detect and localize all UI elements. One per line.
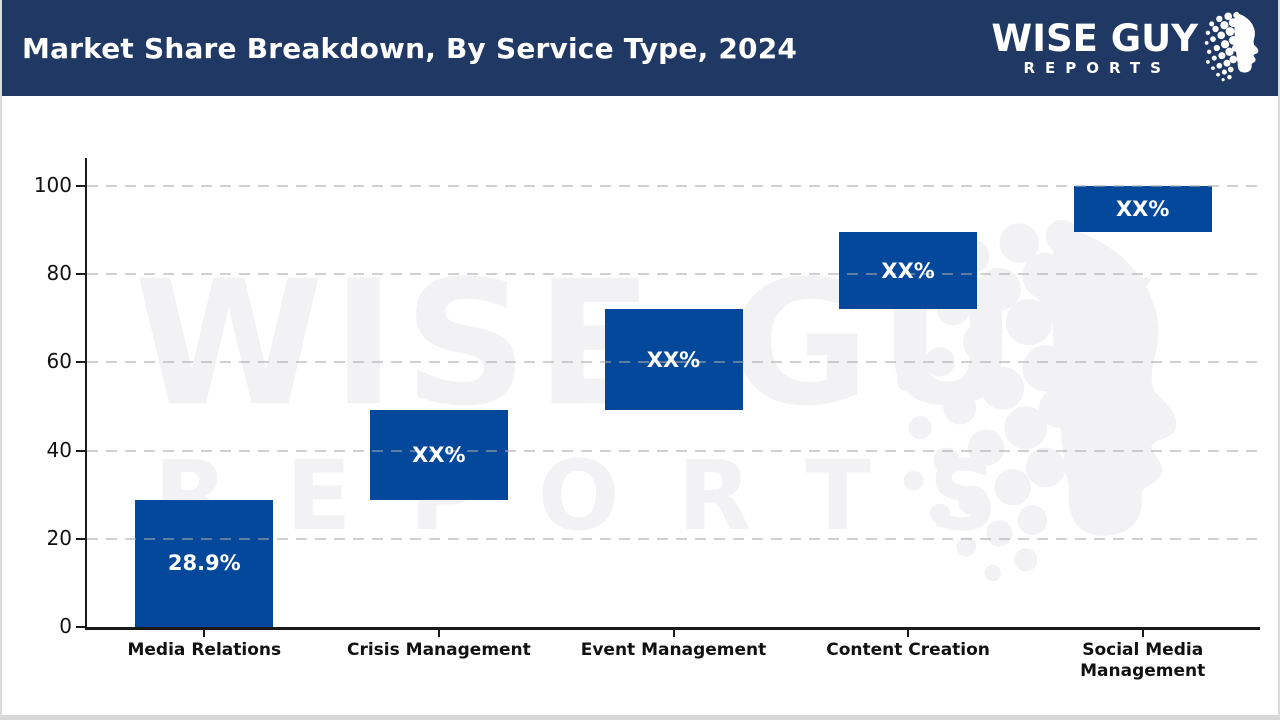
y-tick-label-60: 60	[46, 349, 72, 374]
y-axis-line	[85, 158, 87, 630]
y-tick-label-80: 80	[46, 261, 72, 286]
x-tick-mark-content-creation	[907, 630, 910, 637]
logo-text-wise-guy: WISE GUY	[991, 17, 1198, 60]
logo-head-profile-icon	[1204, 11, 1259, 82]
page-title: Market Share Breakdown, By Service Type,…	[22, 31, 798, 65]
x-tick-mark-event-management	[672, 630, 675, 637]
header-bar: Market Share Breakdown, By Service Type,…	[2, 0, 1278, 96]
x-tick-mark-crisis-management	[437, 630, 440, 637]
category-label-social-media-management: Social Media Management	[1080, 640, 1206, 682]
bar-media-relations	[135, 499, 274, 627]
gridline-80	[87, 273, 1260, 276]
y-tick-mark-80	[76, 273, 85, 276]
bar-value-label-social-media-management: XX%	[1115, 197, 1170, 222]
gridline-60	[87, 361, 1260, 364]
y-tick-label-100: 100	[33, 173, 72, 197]
x-axis-line	[85, 627, 1260, 630]
x-tick-mark-social-media-management	[1141, 630, 1144, 637]
gridline-40	[87, 449, 1260, 452]
watermark-text-reports: REPORTS	[154, 440, 1056, 552]
category-label-content-creation: Content Creation	[826, 640, 990, 660]
y-tick-label-40: 40	[46, 437, 72, 462]
logo-wordmark: WISE GUY REPORTS	[991, 20, 1198, 76]
bar-value-label-event-management: XX%	[646, 347, 701, 372]
y-tick-label-0: 0	[59, 614, 72, 638]
y-tick-mark-100	[76, 185, 85, 187]
y-tick-label-20: 20	[46, 525, 72, 550]
logo-text-reports: REPORTS	[1023, 59, 1171, 77]
bar-value-label-content-creation: XX%	[881, 258, 935, 283]
y-tick-mark-20	[76, 537, 85, 540]
bar-social-media-management	[1073, 186, 1212, 233]
category-label-media-relations: Media Relations	[127, 640, 282, 660]
y-tick-mark-40	[76, 449, 85, 452]
y-tick-mark-0	[76, 626, 85, 628]
bar-event-management	[604, 309, 743, 411]
wise-guy-logo: WISE GUY REPORTS	[991, 10, 1264, 86]
bar-crisis-management	[369, 410, 508, 500]
gridline-100	[87, 185, 1260, 187]
y-tick-mark-60	[76, 361, 85, 364]
gridline-20	[87, 537, 1260, 540]
x-tick-mark-media-relations	[203, 630, 206, 637]
category-label-event-management: Event Management	[580, 640, 767, 660]
bar-content-creation	[839, 232, 978, 310]
bar-value-label-media-relations: 28.9%	[167, 551, 241, 576]
category-label-crisis-management: Crisis Management	[346, 640, 531, 660]
bar-value-label-crisis-management: XX%	[412, 443, 466, 467]
